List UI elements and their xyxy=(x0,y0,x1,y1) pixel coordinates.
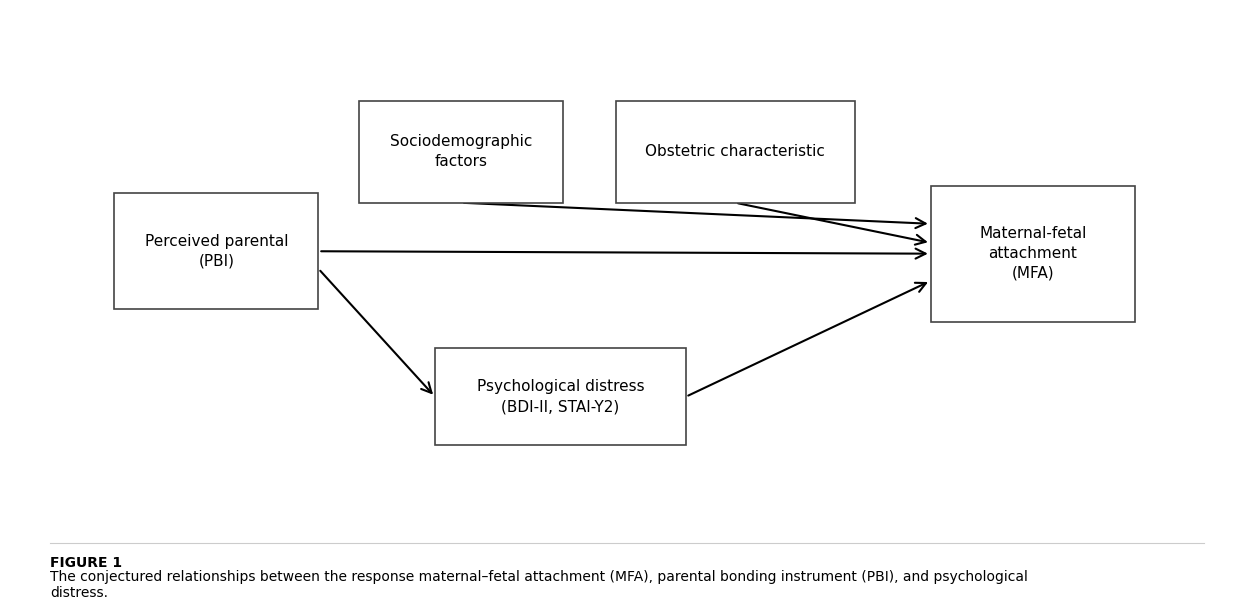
Text: Obstetric characteristic: Obstetric characteristic xyxy=(646,144,825,159)
FancyBboxPatch shape xyxy=(114,193,319,309)
FancyBboxPatch shape xyxy=(616,101,855,203)
FancyBboxPatch shape xyxy=(930,186,1135,322)
Text: Maternal-fetal
attachment
(MFA): Maternal-fetal attachment (MFA) xyxy=(979,227,1086,281)
Text: Psychological distress
(BDI-II, STAI-Y2): Psychological distress (BDI-II, STAI-Y2) xyxy=(477,379,645,414)
Text: FIGURE 1: FIGURE 1 xyxy=(50,556,123,570)
Text: The conjectured relationships between the response maternal–fetal attachment (MF: The conjectured relationships between th… xyxy=(50,570,1028,600)
FancyBboxPatch shape xyxy=(359,101,563,203)
Text: Perceived parental
(PBI): Perceived parental (PBI) xyxy=(144,234,288,269)
Text: Sociodemographic
factors: Sociodemographic factors xyxy=(390,134,533,169)
FancyBboxPatch shape xyxy=(435,348,686,445)
